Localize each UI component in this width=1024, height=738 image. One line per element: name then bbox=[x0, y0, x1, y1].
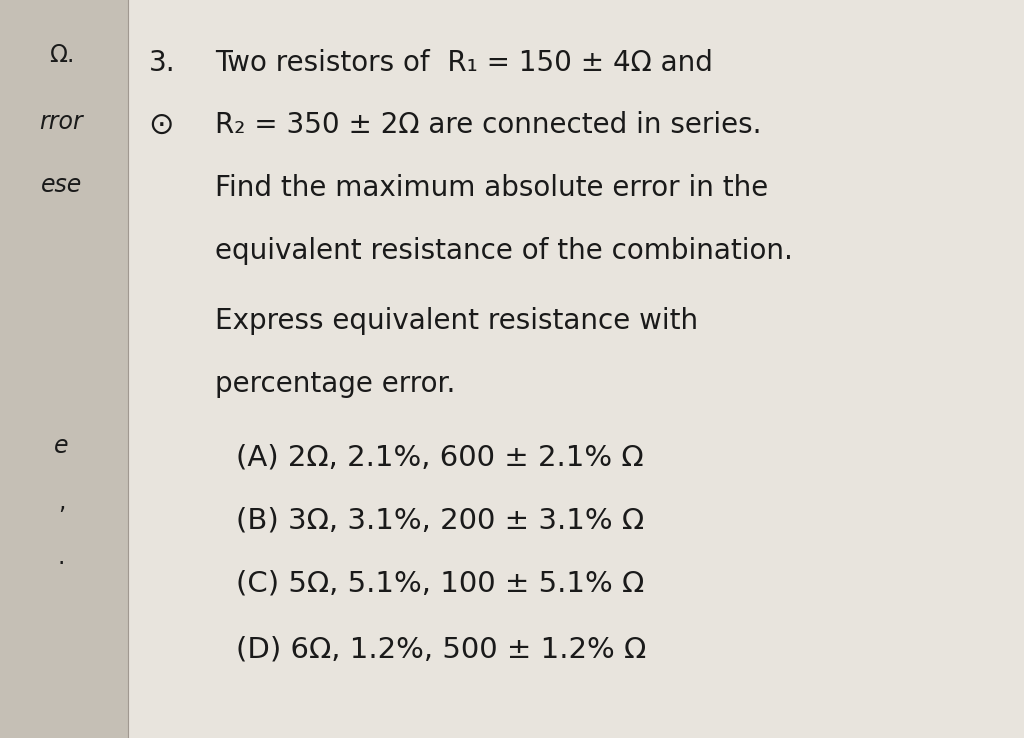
Text: .: . bbox=[57, 545, 66, 569]
Text: (D) 6Ω, 1.2%, 500 ± 1.2% Ω: (D) 6Ω, 1.2%, 500 ± 1.2% Ω bbox=[236, 635, 646, 663]
Text: R₂ = 350 ± 2Ω are connected in series.: R₂ = 350 ± 2Ω are connected in series. bbox=[215, 111, 762, 139]
Text: Two resistors of  R₁ = 150 ± 4Ω and: Two resistors of R₁ = 150 ± 4Ω and bbox=[215, 49, 713, 77]
Text: e: e bbox=[54, 435, 69, 458]
Text: ,: , bbox=[57, 490, 66, 514]
Text: equivalent resistance of the combination.: equivalent resistance of the combination… bbox=[215, 237, 793, 265]
Text: ese: ese bbox=[41, 173, 82, 196]
Text: percentage error.: percentage error. bbox=[215, 370, 456, 398]
Text: ⊙: ⊙ bbox=[148, 111, 174, 140]
FancyBboxPatch shape bbox=[0, 0, 128, 738]
Text: (A) 2Ω, 2.1%, 600 ± 2.1% Ω: (A) 2Ω, 2.1%, 600 ± 2.1% Ω bbox=[236, 444, 643, 472]
Text: Ω.: Ω. bbox=[49, 44, 74, 67]
Text: 3.: 3. bbox=[148, 49, 175, 77]
Text: rror: rror bbox=[40, 110, 83, 134]
Text: (C) 5Ω, 5.1%, 100 ± 5.1% Ω: (C) 5Ω, 5.1%, 100 ± 5.1% Ω bbox=[236, 569, 644, 597]
Text: Find the maximum absolute error in the: Find the maximum absolute error in the bbox=[215, 174, 768, 202]
Text: (B) 3Ω, 3.1%, 200 ± 3.1% Ω: (B) 3Ω, 3.1%, 200 ± 3.1% Ω bbox=[236, 506, 644, 534]
Text: Express equivalent resistance with: Express equivalent resistance with bbox=[215, 307, 698, 335]
